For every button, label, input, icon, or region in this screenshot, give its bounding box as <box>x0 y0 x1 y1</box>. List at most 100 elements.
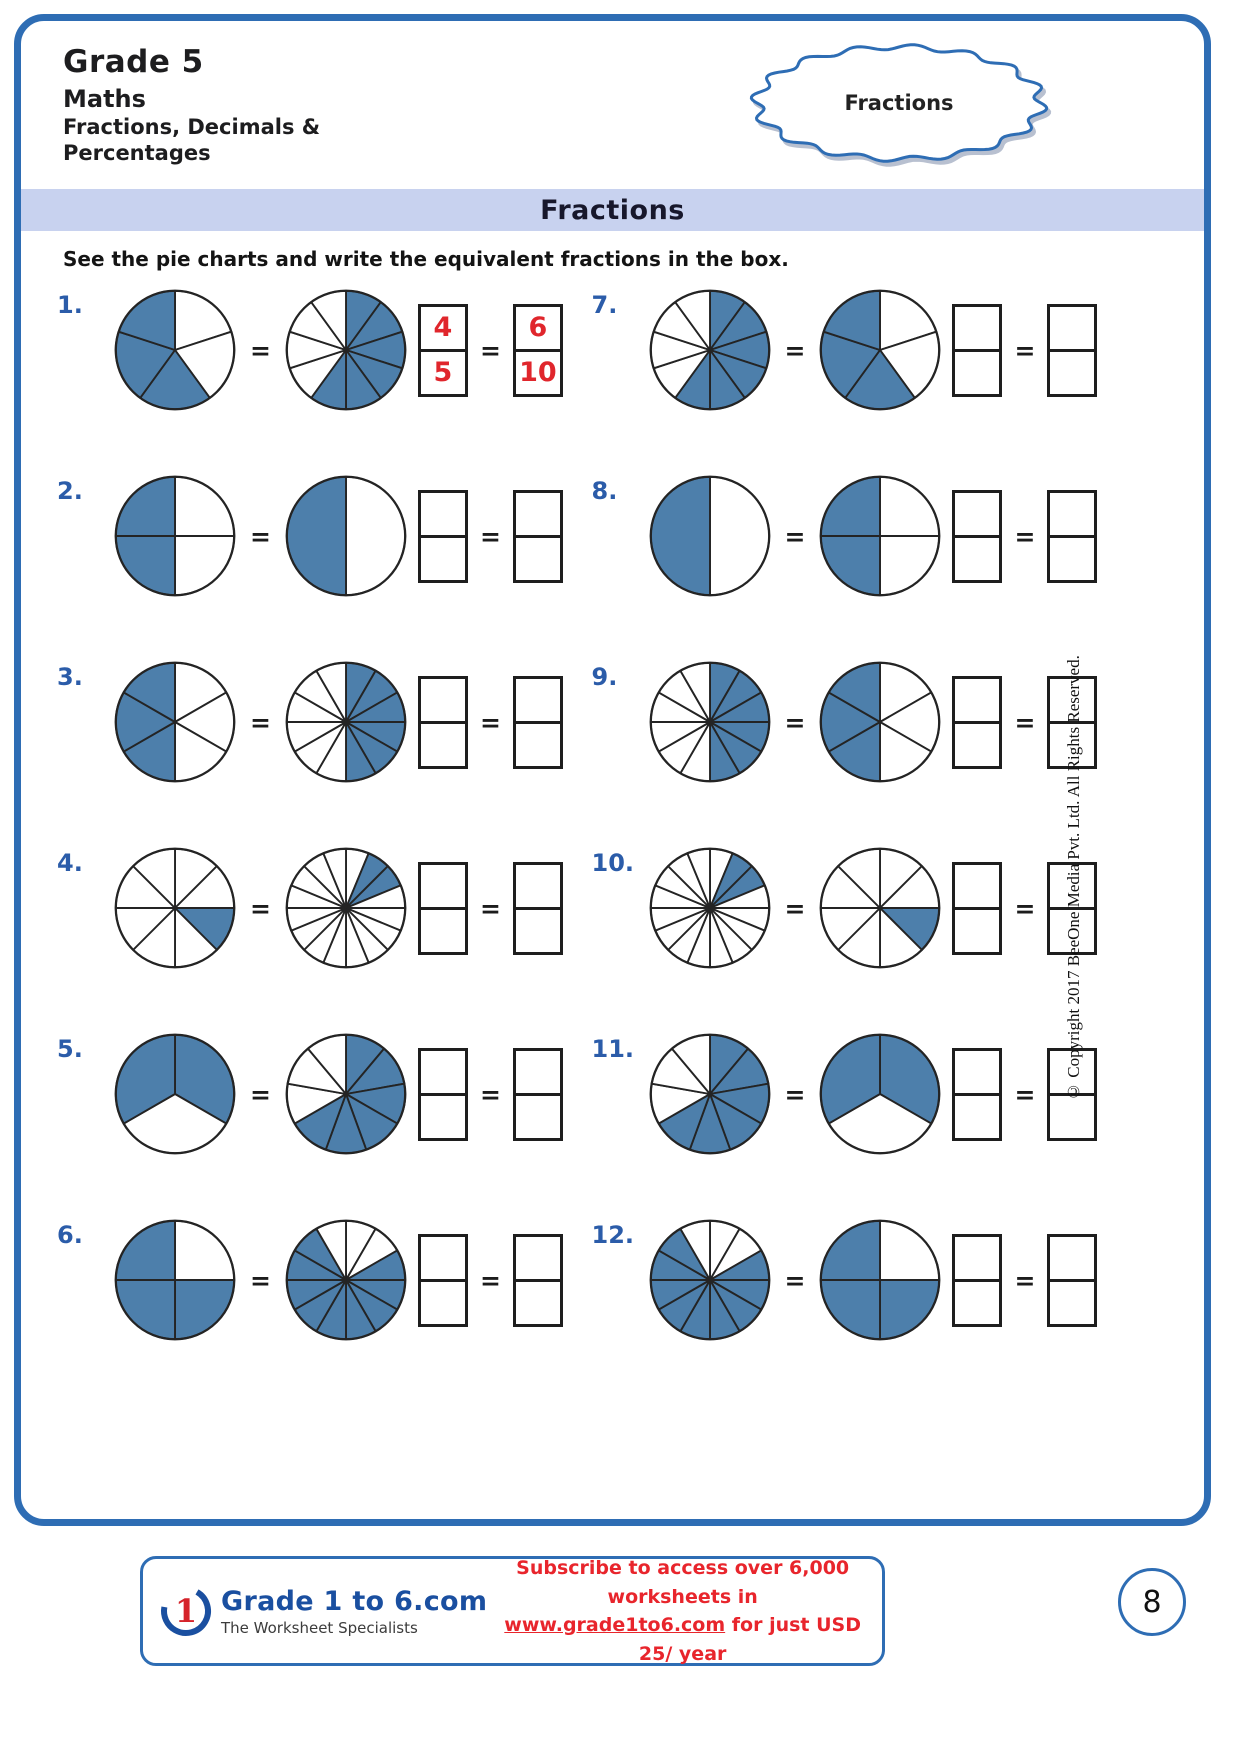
denominator-box[interactable] <box>1047 720 1098 769</box>
pie-chart-left <box>647 473 773 599</box>
fraction-answer-box-1 <box>417 1233 468 1327</box>
numerator-box[interactable]: 4 <box>417 303 468 352</box>
denominator-box[interactable] <box>512 1278 563 1327</box>
fraction-answer-box-1 <box>417 489 468 583</box>
denominator-box[interactable] <box>1047 1092 1098 1141</box>
equals-sign: = <box>479 1079 501 1109</box>
fraction-answer-box-2 <box>1047 489 1098 583</box>
numerator-box[interactable] <box>417 861 468 910</box>
fraction-problem: 6. = = <box>57 1217 566 1343</box>
equals-sign: = <box>784 707 806 737</box>
denominator-box[interactable] <box>1047 1278 1098 1327</box>
denominator-box[interactable] <box>512 1092 563 1141</box>
subscribe-line-2: for just USD 25/ year <box>638 1614 862 1665</box>
fraction-problem: 3. = = <box>57 659 566 785</box>
denominator-box[interactable] <box>952 906 1003 955</box>
equals-sign: = <box>479 707 501 737</box>
fraction-problem: 12. = = <box>592 1217 1101 1343</box>
fraction-problem: 11. = = <box>592 1031 1101 1157</box>
numerator-box[interactable] <box>1047 303 1098 352</box>
equals-sign: = <box>479 521 501 551</box>
fraction-problem: 8. = = <box>592 473 1101 599</box>
denominator-box[interactable] <box>512 906 563 955</box>
denominator-box[interactable]: 5 <box>417 348 468 397</box>
problem-number: 7. <box>591 291 618 319</box>
fraction-answer-box-1: 4 5 <box>417 303 468 397</box>
numerator-box[interactable] <box>512 1233 563 1282</box>
denominator-box[interactable] <box>512 534 563 583</box>
problem-number: 6. <box>57 1221 83 1249</box>
numerator-box[interactable] <box>952 1047 1003 1096</box>
pie-chart-left <box>647 287 773 413</box>
denominator-box[interactable] <box>417 906 468 955</box>
numerator-box[interactable] <box>952 489 1003 538</box>
denominator-box[interactable] <box>417 1092 468 1141</box>
svg-text:1: 1 <box>175 1592 197 1630</box>
denominator-box[interactable]: 10 <box>512 348 563 397</box>
subscribe-text: Subscribe to access over 6,000 worksheet… <box>499 1554 866 1668</box>
equals-sign: = <box>1014 335 1036 365</box>
equals-sign: = <box>250 893 271 923</box>
denominator-box[interactable] <box>952 534 1003 583</box>
fraction-answer-box-2: 6 10 <box>512 303 563 397</box>
numerator-box[interactable] <box>512 489 563 538</box>
pie-chart-left <box>647 1217 773 1343</box>
problem-number: 4. <box>57 849 83 877</box>
equals-sign: = <box>250 335 271 365</box>
numerator-box[interactable] <box>512 861 563 910</box>
pie-chart-right <box>283 1031 409 1157</box>
fraction-answer-box-2 <box>1047 1047 1098 1141</box>
numerator-box[interactable] <box>512 1047 563 1096</box>
equals-sign: = <box>1014 707 1036 737</box>
pie-chart-right <box>817 1217 943 1343</box>
denominator-box[interactable] <box>1047 906 1098 955</box>
equals-sign: = <box>1014 521 1036 551</box>
denominator-box[interactable] <box>1047 348 1098 397</box>
grade1to6-link[interactable]: www.grade1to6.com <box>504 1614 726 1636</box>
worksheet-page: Grade 5 Maths Fractions, Decimals & Perc… <box>14 14 1211 1526</box>
problems-grid: 1. = 4 5 = 6 10 7. = = 2. = <box>21 275 1204 1343</box>
fraction-problem: 4. = = <box>57 845 566 971</box>
fraction-answer-box-2 <box>512 1233 563 1327</box>
numerator-box[interactable] <box>512 675 563 724</box>
numerator-box[interactable] <box>952 303 1003 352</box>
numerator-box[interactable] <box>417 489 468 538</box>
pie-chart-right <box>283 287 409 413</box>
numerator-box[interactable] <box>1047 489 1098 538</box>
denominator-box[interactable] <box>1047 534 1098 583</box>
numerator-box[interactable] <box>417 675 468 724</box>
denominator-box[interactable] <box>952 1092 1003 1141</box>
numerator-box[interactable] <box>417 1233 468 1282</box>
numerator-box[interactable] <box>952 675 1003 724</box>
numerator-box[interactable] <box>952 861 1003 910</box>
fraction-answer-box-2 <box>1047 675 1098 769</box>
header-titles: Grade 5 Maths Fractions, Decimals & Perc… <box>63 43 320 166</box>
denominator-box[interactable] <box>417 534 468 583</box>
fraction-problem: 9. = = <box>592 659 1101 785</box>
denominator-box[interactable] <box>417 1278 468 1327</box>
numerator-box[interactable] <box>1047 1233 1098 1282</box>
logo-title: Grade 1 to 6.com <box>221 1585 488 1617</box>
denominator-box[interactable] <box>952 1278 1003 1327</box>
denominator-box[interactable] <box>512 720 563 769</box>
pie-chart-right <box>283 845 409 971</box>
pie-chart-right <box>817 473 943 599</box>
problem-number: 9. <box>591 663 618 691</box>
numerator-box[interactable]: 6 <box>512 303 563 352</box>
problem-number: 10. <box>591 849 635 877</box>
pie-chart-left <box>112 1031 238 1157</box>
badge-label: Fractions <box>844 91 954 115</box>
numerator-box[interactable] <box>417 1047 468 1096</box>
denominator-box[interactable] <box>952 348 1003 397</box>
logo-text-block: Grade 1 to 6.com The Worksheet Specialis… <box>221 1586 487 1637</box>
pie-chart-right <box>283 473 409 599</box>
grade1to6-logo-icon: 1 <box>161 1586 211 1636</box>
numerator-box[interactable] <box>952 1233 1003 1282</box>
fraction-problem: 5. = = <box>57 1031 566 1157</box>
numerator-box[interactable] <box>1047 675 1098 724</box>
pie-chart-left <box>647 1031 773 1157</box>
pie-chart-right <box>817 845 943 971</box>
denominator-box[interactable] <box>417 720 468 769</box>
denominator-box[interactable] <box>952 720 1003 769</box>
fraction-answer-box-2 <box>1047 861 1098 955</box>
